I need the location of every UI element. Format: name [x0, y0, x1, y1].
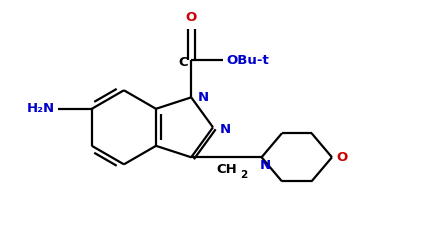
Text: N: N — [198, 91, 209, 104]
Text: N: N — [260, 159, 271, 172]
Text: O: O — [336, 151, 348, 164]
Text: C: C — [178, 56, 188, 69]
Text: O: O — [186, 11, 197, 24]
Text: OBu-t: OBu-t — [226, 54, 269, 67]
Text: 2: 2 — [240, 170, 248, 180]
Text: N: N — [220, 123, 231, 136]
Text: H₂N: H₂N — [27, 102, 55, 115]
Text: CH: CH — [216, 163, 237, 176]
